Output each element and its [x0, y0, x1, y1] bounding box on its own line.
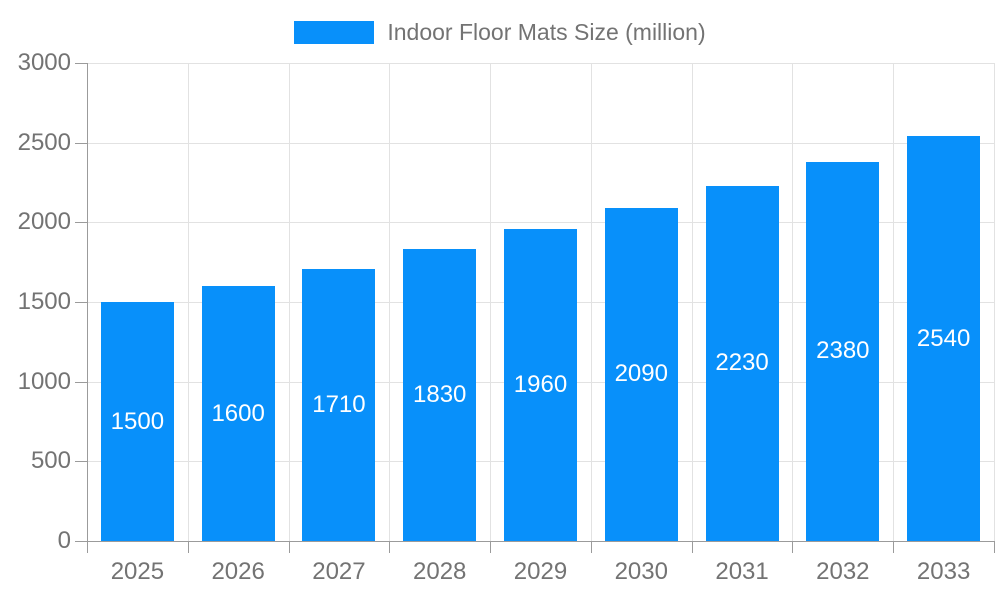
bar[interactable]: 1830	[403, 249, 477, 541]
x-tick-mark	[87, 541, 88, 553]
x-tick-mark	[590, 541, 592, 553]
y-tick-mark	[75, 541, 87, 542]
legend-swatch-icon	[294, 20, 375, 44]
x-tick-label: 2029	[513, 558, 568, 585]
x-tick-mark	[893, 541, 895, 553]
bar-value-label: 1830	[413, 381, 467, 409]
bar[interactable]: 2090	[604, 207, 678, 541]
x-tick-mark	[187, 541, 189, 553]
bar-value-label: 2380	[816, 337, 870, 365]
y-tick-mark	[75, 302, 87, 303]
bar[interactable]: 2380	[806, 161, 880, 541]
gridline-horizontal	[87, 142, 994, 144]
gridline-vertical	[994, 63, 995, 541]
x-tick-label: 2033	[916, 558, 971, 585]
y-tick-mark	[75, 381, 87, 383]
x-tick-label: 2032	[816, 558, 870, 585]
y-tick-label: 500	[30, 447, 71, 475]
x-tick-label: 2026	[211, 558, 265, 585]
x-tick-mark	[994, 541, 995, 553]
y-tick-label: 0	[57, 527, 71, 554]
x-tick-label: 2028	[413, 558, 467, 585]
bar[interactable]: 2230	[705, 185, 779, 541]
y-tick-mark	[75, 63, 87, 64]
y-tick-label: 2000	[17, 208, 71, 236]
bar-value-label: 2090	[614, 360, 668, 388]
gridline-horizontal	[87, 222, 994, 224]
x-tick-label: 2031	[715, 558, 769, 585]
x-tick-label: 2030	[614, 558, 668, 585]
x-tick-mark	[490, 541, 492, 553]
bar-value-label: 2230	[715, 349, 769, 377]
x-tick-mark	[792, 541, 794, 553]
y-tick-label: 2500	[17, 128, 71, 156]
bar-value-label: 1710	[312, 390, 366, 418]
y-tick-mark	[75, 222, 87, 224]
bar[interactable]: 1710	[302, 268, 376, 541]
x-axis-line	[87, 541, 994, 542]
bar-value-label: 1600	[211, 399, 265, 427]
bar-value-label: 1960	[513, 370, 568, 398]
y-axis-line	[87, 63, 88, 553]
y-tick-mark	[75, 142, 87, 144]
x-tick-mark	[691, 541, 693, 553]
x-tick-mark	[389, 541, 391, 553]
y-tick-mark	[75, 461, 87, 463]
bar-value-label: 2540	[916, 324, 971, 352]
bar[interactable]: 1500	[100, 302, 174, 541]
gridline-horizontal	[87, 63, 994, 64]
bar[interactable]: 2540	[907, 136, 981, 541]
y-tick-label: 1500	[17, 288, 71, 315]
bar[interactable]: 1960	[504, 228, 577, 541]
x-tick-label: 2025	[110, 558, 165, 585]
x-tick-label: 2027	[312, 558, 366, 585]
bar[interactable]: 1600	[201, 286, 275, 541]
x-tick-mark	[288, 541, 290, 553]
y-tick-label: 1000	[17, 367, 71, 395]
legend-label: Indoor Floor Mats Size (million)	[387, 19, 706, 45]
legend-item[interactable]: Indoor Floor Mats Size (million)	[0, 20, 1000, 44]
y-tick-label: 3000	[17, 49, 71, 76]
bar-value-label: 1500	[110, 407, 165, 435]
